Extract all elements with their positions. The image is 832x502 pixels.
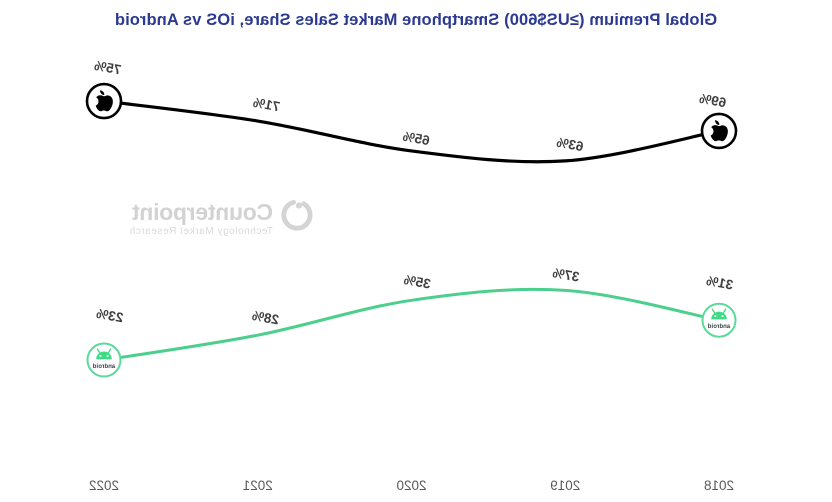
x-axis-label: 2020 bbox=[396, 478, 426, 493]
data-label-android: 28% bbox=[251, 308, 280, 327]
data-label-ios: 71% bbox=[252, 95, 281, 114]
data-label-android: 35% bbox=[403, 272, 432, 291]
data-label-ios: 63% bbox=[555, 135, 584, 154]
data-label-ios: 65% bbox=[402, 129, 431, 148]
apple-logo-marker bbox=[85, 82, 123, 120]
x-axis-label: 2021 bbox=[243, 478, 273, 493]
android-logo-marker bbox=[86, 342, 122, 378]
ios-line bbox=[102, 99, 721, 164]
counterpoint-logo-icon bbox=[281, 199, 313, 231]
data-label-ios: 69% bbox=[698, 91, 727, 110]
counterpoint-watermark: Counterpoint Technology Market Research bbox=[129, 194, 316, 237]
x-axis-label: 2018 bbox=[704, 478, 734, 493]
data-label-ios: 75% bbox=[93, 58, 122, 77]
android-logo-marker bbox=[701, 302, 737, 338]
x-axis-label: 2019 bbox=[550, 478, 580, 493]
data-label-android: 31% bbox=[705, 273, 734, 292]
apple-logo-marker bbox=[700, 112, 738, 150]
x-axis-label: 2022 bbox=[89, 478, 119, 493]
android-line bbox=[102, 287, 721, 362]
data-label-android: 23% bbox=[95, 306, 124, 325]
data-label-android: 37% bbox=[551, 265, 580, 284]
